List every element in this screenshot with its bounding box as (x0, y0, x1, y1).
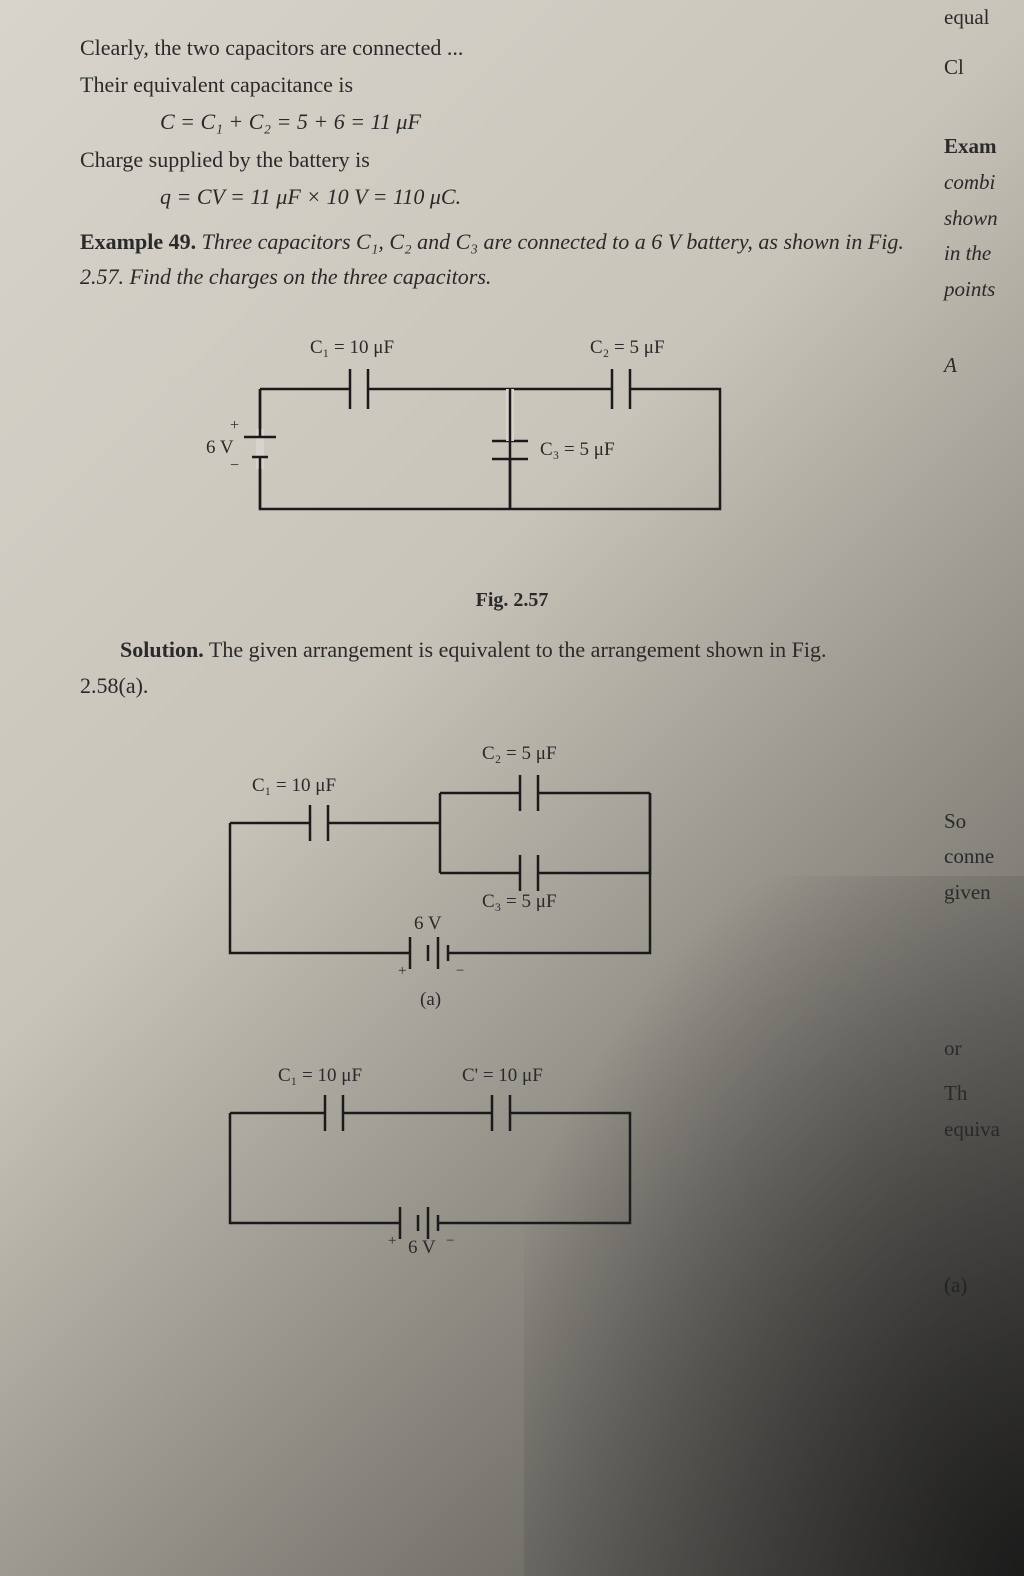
margin-frag: combi (944, 165, 1024, 201)
formula-line: q = CV = 11 μF × 10 V = 110 μC. (160, 179, 984, 214)
margin-frag: Th (944, 1076, 1024, 1112)
cap-label-c2: C₂ = 5 μF (482, 743, 557, 765)
margin-frag: conne (944, 839, 1024, 875)
intro-line: Clearly, the two capacitors are connecte… (80, 30, 984, 65)
battery-plus: + (388, 1233, 396, 1250)
circuit-diagram-258a: C₁ = 10 μF C₂ = 5 μF C₃ = 5 μF 6 V + − (… (180, 713, 700, 1023)
margin-frag: (a) (944, 1268, 1024, 1304)
page-content: equal Cl Exam combi shown in the points … (0, 0, 1024, 1313)
cap-label-c1: C₁ = 10 μF (278, 1065, 362, 1087)
margin-frag: given (944, 875, 1024, 911)
battery-plus: + (398, 963, 406, 980)
margin-frag: points (944, 272, 1024, 308)
battery-plus: + (230, 417, 239, 435)
cap-label-c3: C₃ = 5 μF (482, 891, 557, 913)
battery-minus: − (230, 457, 239, 475)
battery-minus: − (446, 1233, 454, 1250)
example-title: Example 49. (80, 229, 196, 254)
margin-frag: Exam (944, 129, 1024, 165)
battery-label: 6 V (414, 913, 442, 935)
circuit-svg (200, 309, 760, 569)
intro-line: Charge supplied by the battery is (80, 142, 984, 177)
battery-minus: − (456, 963, 464, 980)
battery-label: 6 V (206, 437, 234, 459)
solution-block: Solution. The given arrangement is equiv… (80, 632, 900, 702)
cap-label-cprime: C' = 10 μF (462, 1065, 543, 1087)
right-margin-fragments: equal Cl Exam combi shown in the points … (944, 0, 1024, 1303)
margin-frag: So (944, 804, 1024, 840)
circuit-diagram-258b: C₁ = 10 μF C' = 10 μF 6 V + − (180, 1043, 680, 1263)
example-block: Example 49. Three capacitors C₁, C₂ and … (80, 224, 920, 294)
cap-label-c2: C₂ = 5 μF (590, 337, 665, 359)
margin-frag: in the (944, 236, 1024, 272)
subfig-label: (a) (420, 989, 441, 1011)
cap-label-c1: C₁ = 10 μF (252, 775, 336, 797)
cap-label-c1: C₁ = 10 μF (310, 337, 394, 359)
battery-label: 6 V (408, 1237, 436, 1259)
cap-label-c3: C₃ = 5 μF (540, 439, 615, 461)
circuit-svg (180, 1043, 680, 1263)
margin-frag: Cl (944, 50, 1024, 86)
circuit-diagram-257: C₁ = 10 μF C₂ = 5 μF C₃ = 5 μF 6 V + − (200, 309, 760, 569)
margin-frag: shown (944, 201, 1024, 237)
circuit-svg (180, 713, 700, 1023)
intro-line: Their equivalent capacitance is (80, 67, 984, 102)
margin-frag: A (944, 348, 1024, 384)
margin-frag: or (944, 1031, 1024, 1067)
fig257-caption: Fig. 2.57 (40, 589, 984, 612)
example-text: Three capacitors C₁, C₂ and C₃ are conne… (80, 229, 904, 289)
margin-frag: equiva (944, 1112, 1024, 1148)
solution-heading: Solution. (120, 637, 204, 662)
margin-frag: equal (944, 0, 1024, 36)
formula-line: C = C₁ + C₂ = 5 + 6 = 11 μF (160, 104, 984, 139)
